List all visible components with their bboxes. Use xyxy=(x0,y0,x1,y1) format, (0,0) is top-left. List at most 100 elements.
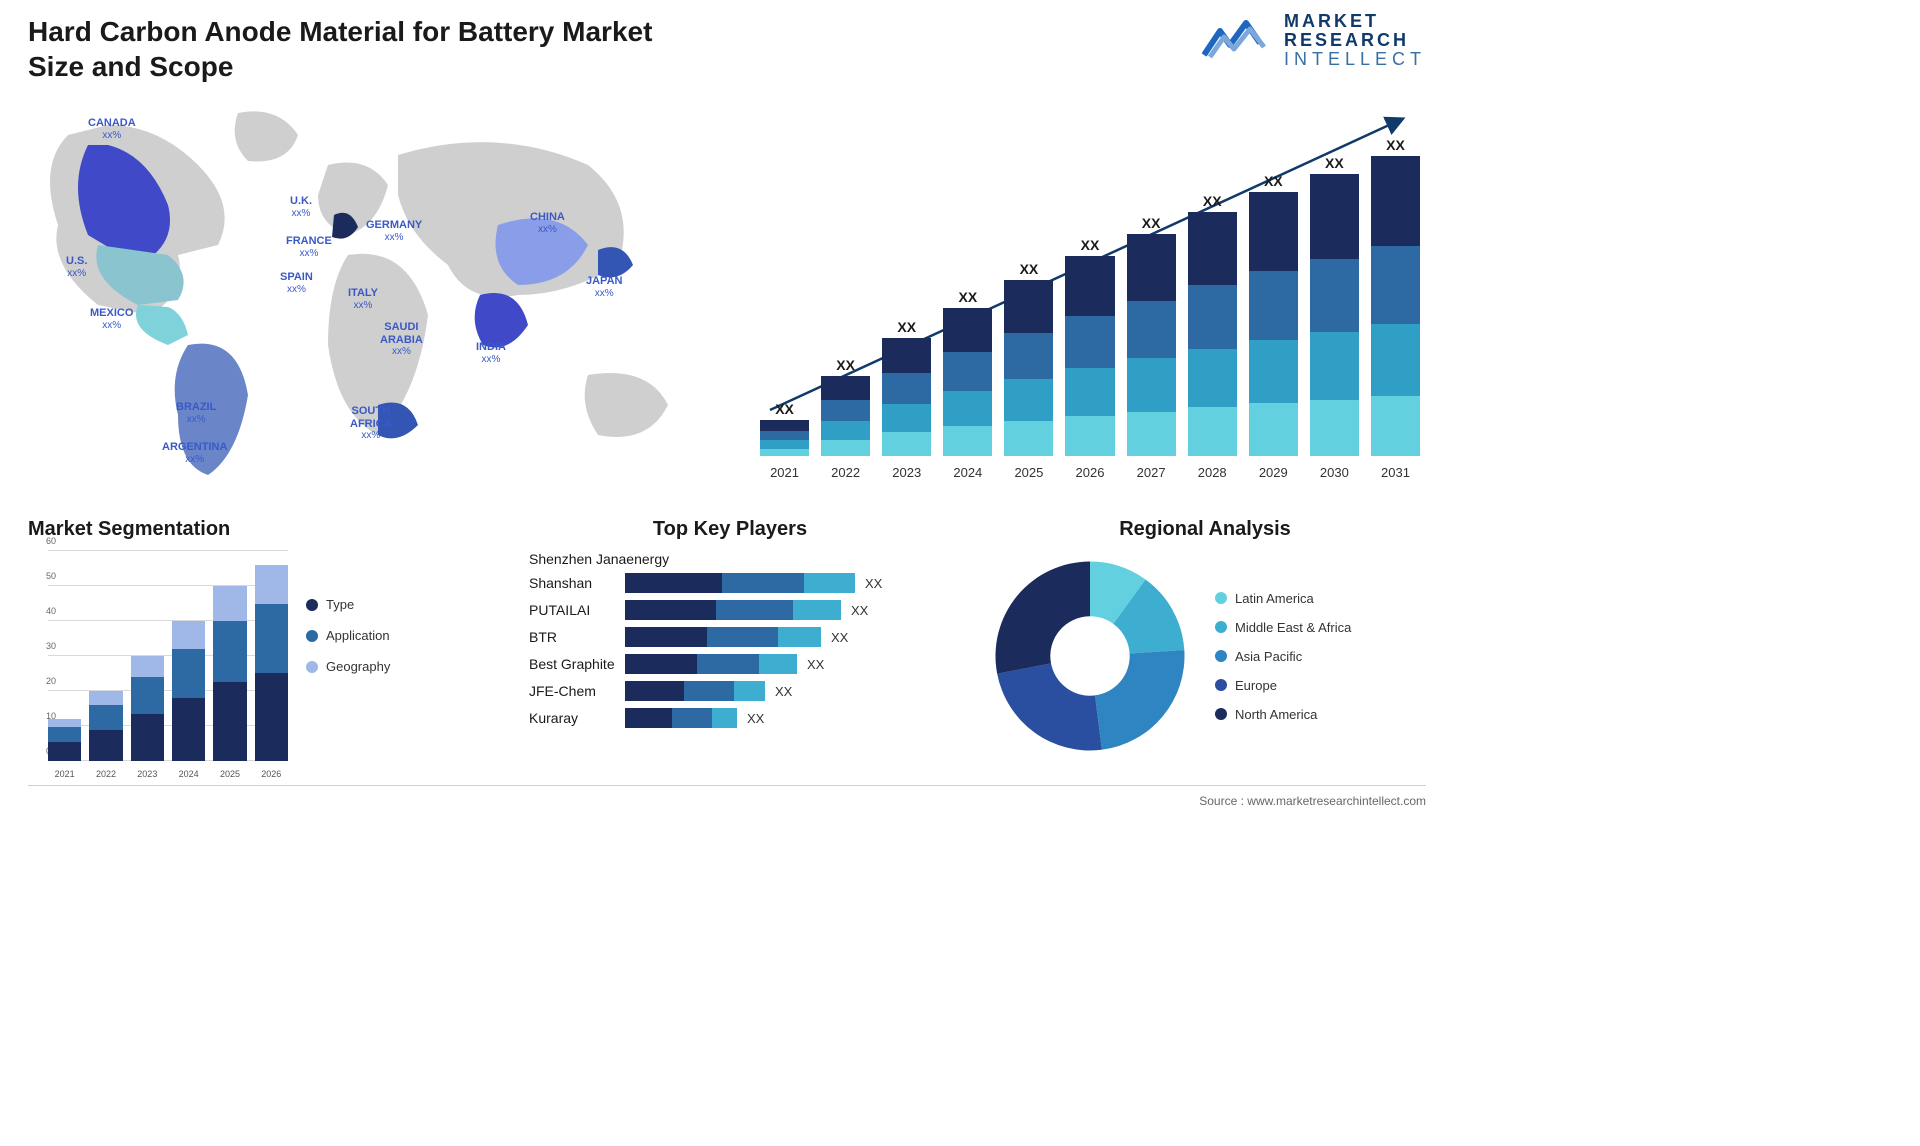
segmentation-bar xyxy=(89,691,122,761)
player-row: KurarayXX xyxy=(495,708,965,728)
player-bar-segment xyxy=(625,600,716,620)
donut-slice xyxy=(997,663,1102,750)
player-bar xyxy=(625,654,797,674)
growth-bar-segment xyxy=(1127,358,1176,411)
legend-swatch xyxy=(306,630,318,642)
player-bar-segment xyxy=(625,681,684,701)
player-bar-segment xyxy=(722,573,805,593)
growth-bar: XX xyxy=(1249,192,1298,456)
map-label: U.S.xx% xyxy=(66,255,87,279)
legend-label: Middle East & Africa xyxy=(1235,620,1351,635)
growth-bar-segment xyxy=(1188,212,1237,285)
legend-item: Application xyxy=(306,628,390,643)
players-title: Top Key Players xyxy=(495,518,965,541)
growth-bar-segment xyxy=(1065,368,1114,416)
growth-bar-segment xyxy=(1249,340,1298,403)
growth-bar-segment xyxy=(1188,349,1237,408)
map-label: BRAZILxx% xyxy=(176,401,216,425)
legend-swatch xyxy=(306,599,318,611)
regional-title: Regional Analysis xyxy=(985,518,1425,541)
growth-bar-segment xyxy=(1310,400,1359,456)
legend-label: North America xyxy=(1235,707,1317,722)
growth-bar-label: XX xyxy=(1325,155,1344,171)
growth-bar-label: XX xyxy=(836,357,855,373)
player-bar-segment xyxy=(625,573,722,593)
legend-label: Geography xyxy=(326,659,390,674)
growth-bar: XX xyxy=(1065,256,1114,456)
growth-bar-segment xyxy=(1004,333,1053,379)
segmentation-bar-segment xyxy=(213,621,246,682)
segmentation-bar-segment xyxy=(48,719,81,727)
players-header-label: Shenzhen Janaenergy xyxy=(529,551,965,567)
map-label: INDIAxx% xyxy=(476,341,506,365)
segmentation-bar-segment xyxy=(255,604,288,673)
growth-bar-label: XX xyxy=(1020,261,1039,277)
segmentation-bar-segment xyxy=(213,586,246,621)
player-value: XX xyxy=(807,657,824,672)
growth-bar-segment xyxy=(1127,301,1176,359)
growth-xaxis-label: 2030 xyxy=(1310,465,1359,480)
map-label: CHINAxx% xyxy=(530,211,565,235)
player-bar-segment xyxy=(804,573,855,593)
growth-bar-label: XX xyxy=(897,319,916,335)
segmentation-bar xyxy=(255,565,288,761)
regional-donut xyxy=(985,551,1195,761)
map-label: SAUDIARABIAxx% xyxy=(380,321,423,358)
legend-item: Europe xyxy=(1215,678,1351,693)
growth-bar-segment xyxy=(1249,192,1298,271)
brand-text-2: RESEARCH xyxy=(1284,31,1426,50)
segmentation-bar-segment xyxy=(89,730,122,761)
growth-bar-label: XX xyxy=(775,401,794,417)
growth-chart: XXXXXXXXXXXXXXXXXXXXXX 20212022202320242… xyxy=(760,110,1420,480)
legend-label: Latin America xyxy=(1235,591,1314,606)
legend-swatch xyxy=(1215,621,1227,633)
player-name: JFE-Chem xyxy=(495,683,615,699)
regional-legend: Latin America Middle East & Africa Asia Pa… xyxy=(1215,591,1351,722)
growth-bar-segment xyxy=(882,373,931,404)
player-row: Shanshan XX xyxy=(495,573,965,593)
player-bar-segment xyxy=(778,627,821,647)
growth-bar-segment xyxy=(760,420,809,431)
growth-bar-segment xyxy=(1004,421,1053,456)
growth-bar-segment xyxy=(943,352,992,390)
player-value: XX xyxy=(851,603,868,618)
growth-bar-segment xyxy=(882,432,931,456)
map-label: CANADAxx% xyxy=(88,117,136,141)
brand-text-3: INTELLECT xyxy=(1284,50,1426,69)
growth-bar-segment xyxy=(760,431,809,440)
legend-label: Type xyxy=(326,597,354,612)
growth-bar-segment xyxy=(1310,332,1359,400)
growth-bar-segment xyxy=(1249,403,1298,456)
growth-bar: XX xyxy=(943,308,992,456)
growth-bar-segment xyxy=(882,338,931,373)
legend-label: Asia Pacific xyxy=(1235,649,1302,664)
player-bar-segment xyxy=(707,627,778,647)
player-bar-segment xyxy=(716,600,794,620)
segmentation-bar-segment xyxy=(172,698,205,761)
growth-bar-segment xyxy=(1127,234,1176,301)
brand-text-1: MARKET xyxy=(1284,12,1426,31)
player-name: BTR xyxy=(495,629,615,645)
player-value: XX xyxy=(865,576,882,591)
legend-swatch xyxy=(1215,592,1227,604)
growth-xaxis-label: 2022 xyxy=(821,465,870,480)
player-name: PUTAILAI xyxy=(495,602,615,618)
player-bar-segment xyxy=(625,708,672,728)
segmentation-bar-segment xyxy=(131,656,164,677)
growth-bar-segment xyxy=(1310,259,1359,332)
segmentation-section: Market Segmentation 0102030405060 202120… xyxy=(28,518,458,781)
player-bar-segment xyxy=(684,681,734,701)
growth-bar: XX xyxy=(1371,156,1420,456)
growth-bar: XX xyxy=(821,376,870,456)
player-name: Shanshan xyxy=(495,575,615,591)
map-label: GERMANYxx% xyxy=(366,219,422,243)
segmentation-bar-segment xyxy=(131,714,164,761)
legend-swatch xyxy=(1215,679,1227,691)
growth-bar-segment xyxy=(1249,271,1298,340)
player-bar-segment xyxy=(793,600,841,620)
growth-bar-segment xyxy=(1065,256,1114,316)
segmentation-bar-segment xyxy=(172,621,205,649)
world-map: CANADAxx%U.S.xx%MEXICOxx%BRAZILxx%ARGENT… xyxy=(28,95,708,490)
player-bar-segment xyxy=(672,708,712,728)
segmentation-bar-segment xyxy=(255,565,288,604)
